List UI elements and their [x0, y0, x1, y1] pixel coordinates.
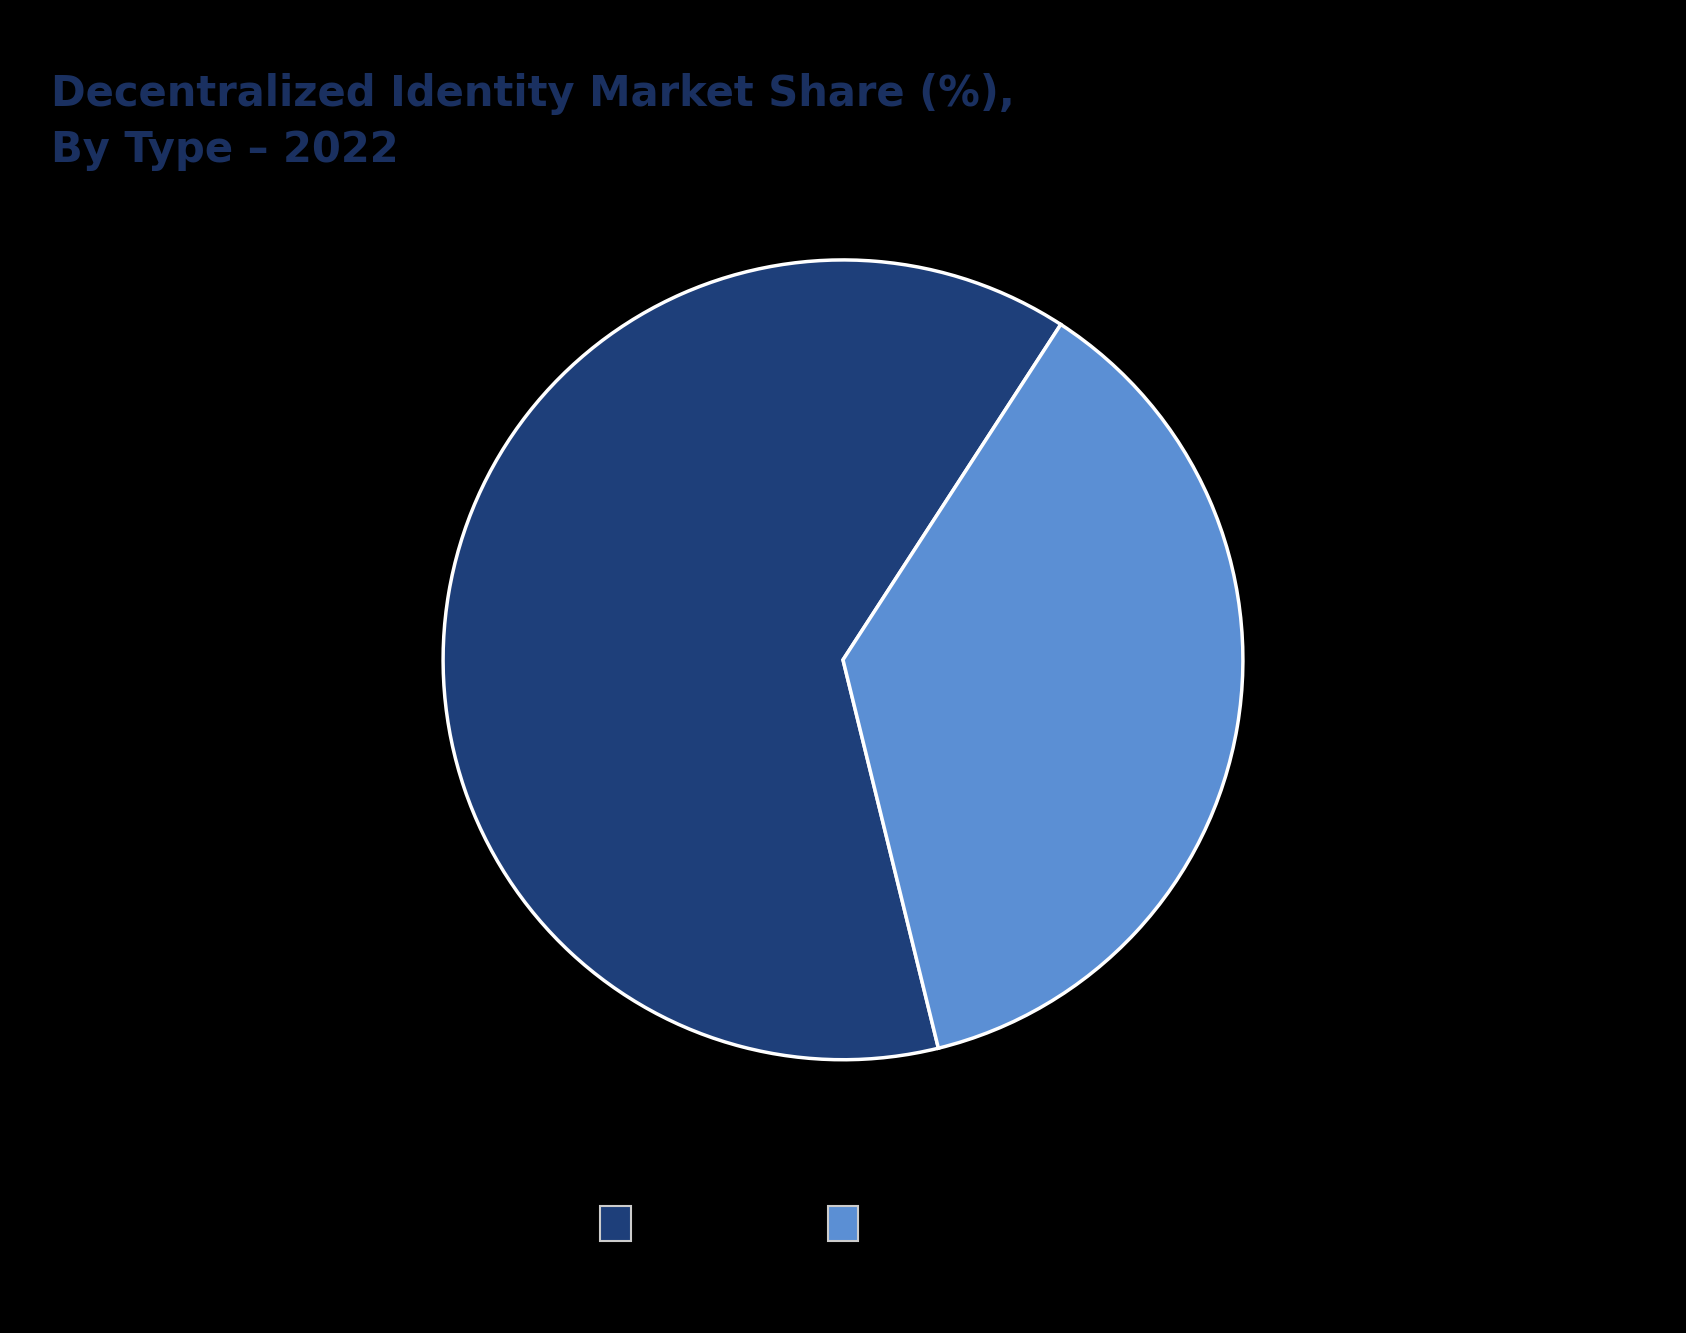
- Wedge shape: [843, 324, 1243, 1048]
- FancyBboxPatch shape: [828, 1206, 858, 1241]
- Text: Decentralized Identity Market Share (%),
By Type – 2022: Decentralized Identity Market Share (%),…: [51, 73, 1015, 171]
- FancyBboxPatch shape: [600, 1206, 631, 1241]
- Wedge shape: [443, 260, 1060, 1060]
